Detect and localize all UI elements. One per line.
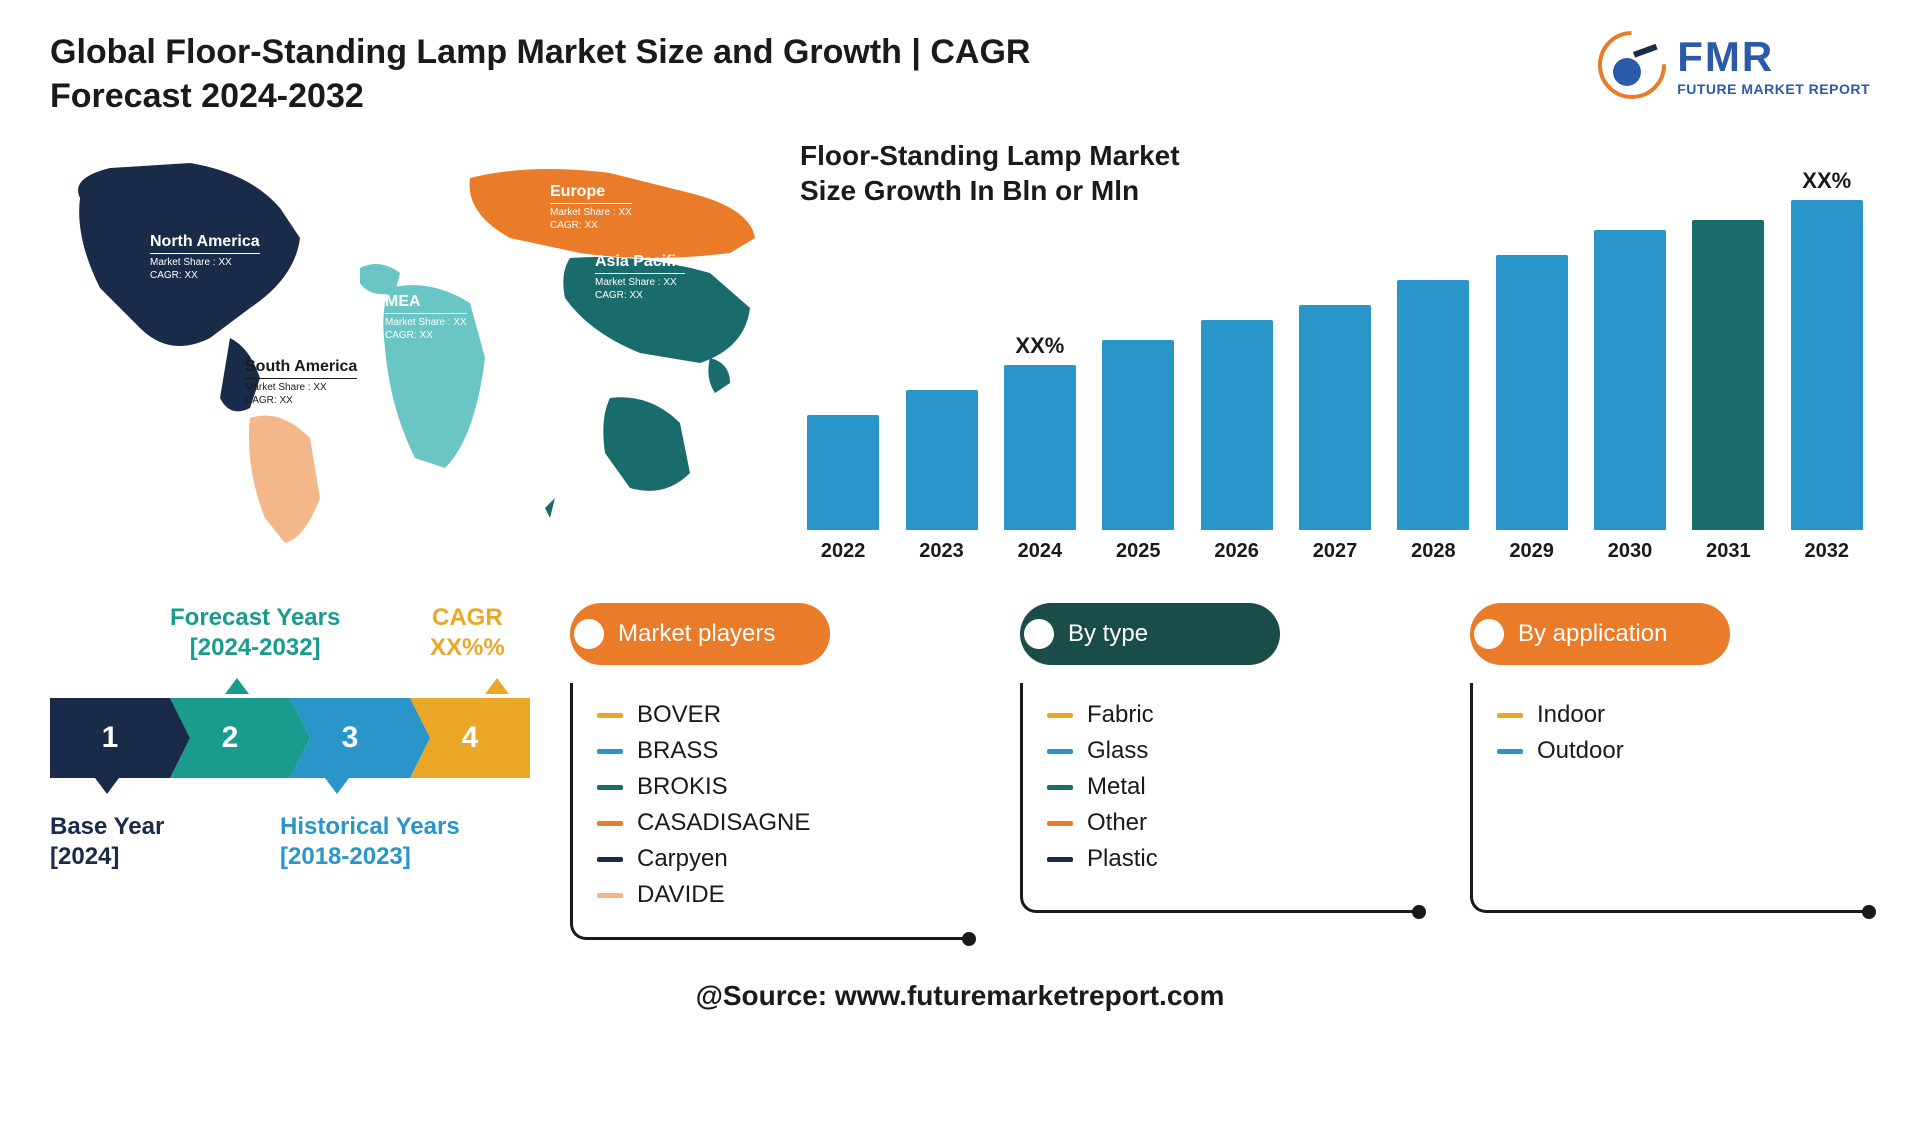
- pill-section-market-players: Market players BOVER BRASS BROKIS CASADISAGN…: [570, 603, 970, 940]
- bar-2028: 2028: [1390, 280, 1476, 563]
- timeline-segment-1: 1: [50, 698, 170, 778]
- bar-chart-area: Floor-Standing Lamp Market Size Growth I…: [800, 138, 1870, 563]
- bar-chart: 20222023XX%20242025202620272028202920302…: [800, 223, 1870, 563]
- pill-item-davide: DAVIDE: [597, 881, 970, 909]
- pill-header: By application: [1470, 603, 1730, 665]
- timeline-label-historical-years: Historical Years[2018-2023]: [280, 812, 460, 872]
- chart-title: Floor-Standing Lamp Market Size Growth I…: [800, 138, 1180, 208]
- map-svg: [50, 138, 770, 558]
- timeline-label-base-year: Base Year[2024]: [50, 812, 164, 872]
- pill-item-outdoor: Outdoor: [1497, 737, 1870, 765]
- timeline-bar: 1234: [50, 698, 530, 778]
- timeline-top-labels: Forecast Years[2024-2032] CAGRXX%%: [50, 603, 530, 673]
- pill-list: Indoor Outdoor: [1470, 683, 1870, 913]
- pill-section-by-type: By type Fabric Glass Metal Other Plastic: [1020, 603, 1420, 940]
- source-attribution: @Source: www.futuremarketreport.com: [50, 980, 1870, 1012]
- header: Global Floor-Standing Lamp Market Size a…: [50, 30, 1870, 118]
- pill-item-other: Other: [1047, 809, 1420, 837]
- pill-item-fabric: Fabric: [1047, 701, 1420, 729]
- pill-item-indoor: Indoor: [1497, 701, 1870, 729]
- pill-list: BOVER BRASS BROKIS CASADISAGNE Carpyen DAVIDE: [570, 683, 970, 940]
- map-region-north-america: North AmericaMarket Share : XXCAGR: XX: [150, 233, 260, 282]
- bar-2027: 2027: [1292, 305, 1378, 563]
- bar-2032: XX%2032: [1784, 200, 1870, 563]
- logo-sub: FUTURE MARKET REPORT: [1677, 81, 1870, 97]
- pill-item-casadisagne: CASADISAGNE: [597, 809, 970, 837]
- pill-item-brokis: BROKIS: [597, 773, 970, 801]
- logo-text: FMR FUTURE MARKET REPORT: [1677, 33, 1870, 97]
- bar-2026: 2026: [1193, 320, 1279, 563]
- map-region-europe: EuropeMarket Share : XXCAGR: XX: [550, 183, 632, 232]
- logo-main: FMR: [1677, 33, 1870, 81]
- bar-2023: 2023: [898, 390, 984, 563]
- bottom-section: Forecast Years[2024-2032] CAGRXX%% 1234 B…: [50, 603, 1870, 940]
- pill-list: Fabric Glass Metal Other Plastic: [1020, 683, 1420, 913]
- timeline-label-cagr: CAGRXX%%: [430, 603, 505, 663]
- pill-item-glass: Glass: [1047, 737, 1420, 765]
- pill-item-brass: BRASS: [597, 737, 970, 765]
- pill-item-carpyen: Carpyen: [597, 845, 970, 873]
- bar-2022: 2022: [800, 415, 886, 563]
- bar-2024: XX%2024: [997, 365, 1083, 563]
- pill-section-by-application: By application Indoor Outdoor: [1470, 603, 1870, 940]
- pill-item-plastic: Plastic: [1047, 845, 1420, 873]
- world-map: North AmericaMarket Share : XXCAGR: XX So…: [50, 138, 770, 558]
- timeline-label-forecast-years: Forecast Years[2024-2032]: [170, 603, 340, 663]
- pill-header: Market players: [570, 603, 830, 665]
- map-region-asia-pacific: Asia PacificMarket Share : XXCAGR: XX: [595, 253, 685, 302]
- infographic-container: Global Floor-Standing Lamp Market Size a…: [0, 0, 1920, 1042]
- bar-2031: 2031: [1685, 220, 1771, 563]
- page-title: Global Floor-Standing Lamp Market Size a…: [50, 30, 1050, 118]
- pill-item-bover: BOVER: [597, 701, 970, 729]
- logo-icon: [1597, 30, 1667, 100]
- timeline: Forecast Years[2024-2032] CAGRXX%% 1234 B…: [50, 603, 530, 904]
- pill-item-metal: Metal: [1047, 773, 1420, 801]
- map-region-mea: MEAMarket Share : XXCAGR: XX: [385, 293, 467, 342]
- bar-2030: 2030: [1587, 230, 1673, 563]
- top-section: North AmericaMarket Share : XXCAGR: XX So…: [50, 138, 1870, 563]
- timeline-bottom-labels: Base Year[2024] Historical Years[2018-202…: [50, 804, 530, 904]
- logo: FMR FUTURE MARKET REPORT: [1597, 30, 1870, 100]
- map-region-south-america: South AmericaMarket Share : XXCAGR: XX: [245, 358, 357, 407]
- bar-2025: 2025: [1095, 340, 1181, 563]
- pill-header: By type: [1020, 603, 1280, 665]
- bar-2029: 2029: [1489, 255, 1575, 563]
- pills-row: Market players BOVER BRASS BROKIS CASADISAGN…: [570, 603, 1870, 940]
